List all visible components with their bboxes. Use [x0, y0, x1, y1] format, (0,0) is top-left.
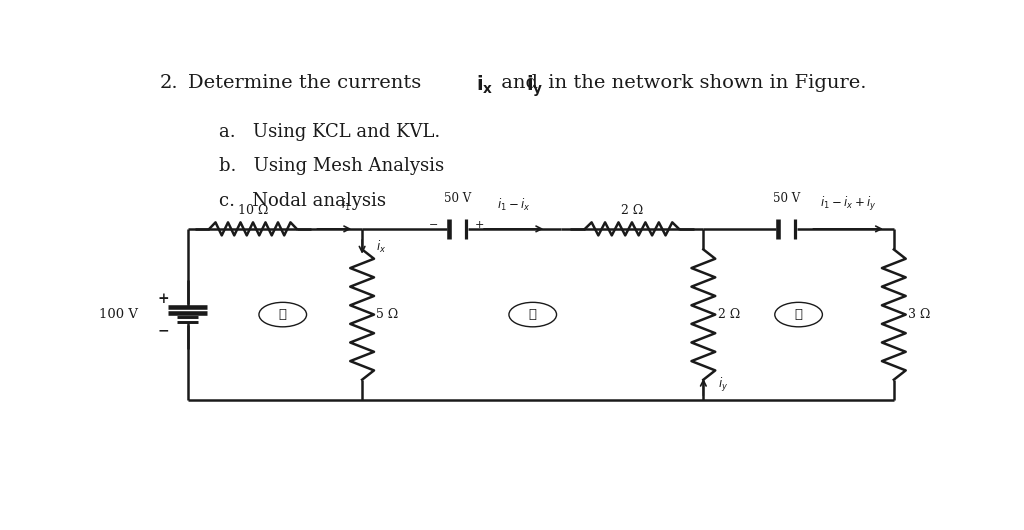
- Text: b.   Using Mesh Analysis: b. Using Mesh Analysis: [219, 157, 444, 175]
- Text: $\mathbf{i_y}$: $\mathbf{i_y}$: [525, 74, 543, 99]
- Text: $i_1$: $i_1$: [341, 197, 351, 214]
- Text: $\mathbf{i_x}$: $\mathbf{i_x}$: [475, 74, 493, 96]
- Text: ②: ②: [528, 308, 537, 321]
- Text: −: −: [429, 220, 438, 230]
- Text: 3 Ω: 3 Ω: [908, 308, 931, 321]
- Text: $i_y$: $i_y$: [718, 376, 728, 394]
- Text: in the network shown in Figure.: in the network shown in Figure.: [543, 74, 866, 92]
- Text: ①: ①: [279, 308, 287, 321]
- Text: 50 V: 50 V: [443, 192, 471, 205]
- Text: c.   Nodal analysis: c. Nodal analysis: [219, 192, 386, 210]
- Text: 2 Ω: 2 Ω: [621, 204, 643, 217]
- Text: $i_1 - i_x$: $i_1 - i_x$: [497, 197, 530, 214]
- Text: +: +: [158, 292, 170, 306]
- Text: +: +: [475, 220, 484, 230]
- Text: ③: ③: [795, 308, 803, 321]
- Text: 5 Ω: 5 Ω: [377, 308, 398, 321]
- Text: Determine the currents: Determine the currents: [187, 74, 427, 92]
- Text: 2.: 2.: [160, 74, 178, 92]
- Text: and: and: [495, 74, 544, 92]
- Text: 100 V: 100 V: [99, 308, 138, 321]
- Text: 50 V: 50 V: [773, 192, 801, 205]
- Text: 2 Ω: 2 Ω: [718, 308, 740, 321]
- Text: $i_x$: $i_x$: [377, 239, 387, 255]
- Text: a.   Using KCL and KVL.: a. Using KCL and KVL.: [219, 123, 440, 141]
- Text: −: −: [158, 323, 170, 337]
- Text: $i_1 - i_x + i_y$: $i_1 - i_x + i_y$: [820, 196, 877, 214]
- Text: 10 Ω: 10 Ω: [238, 204, 268, 217]
